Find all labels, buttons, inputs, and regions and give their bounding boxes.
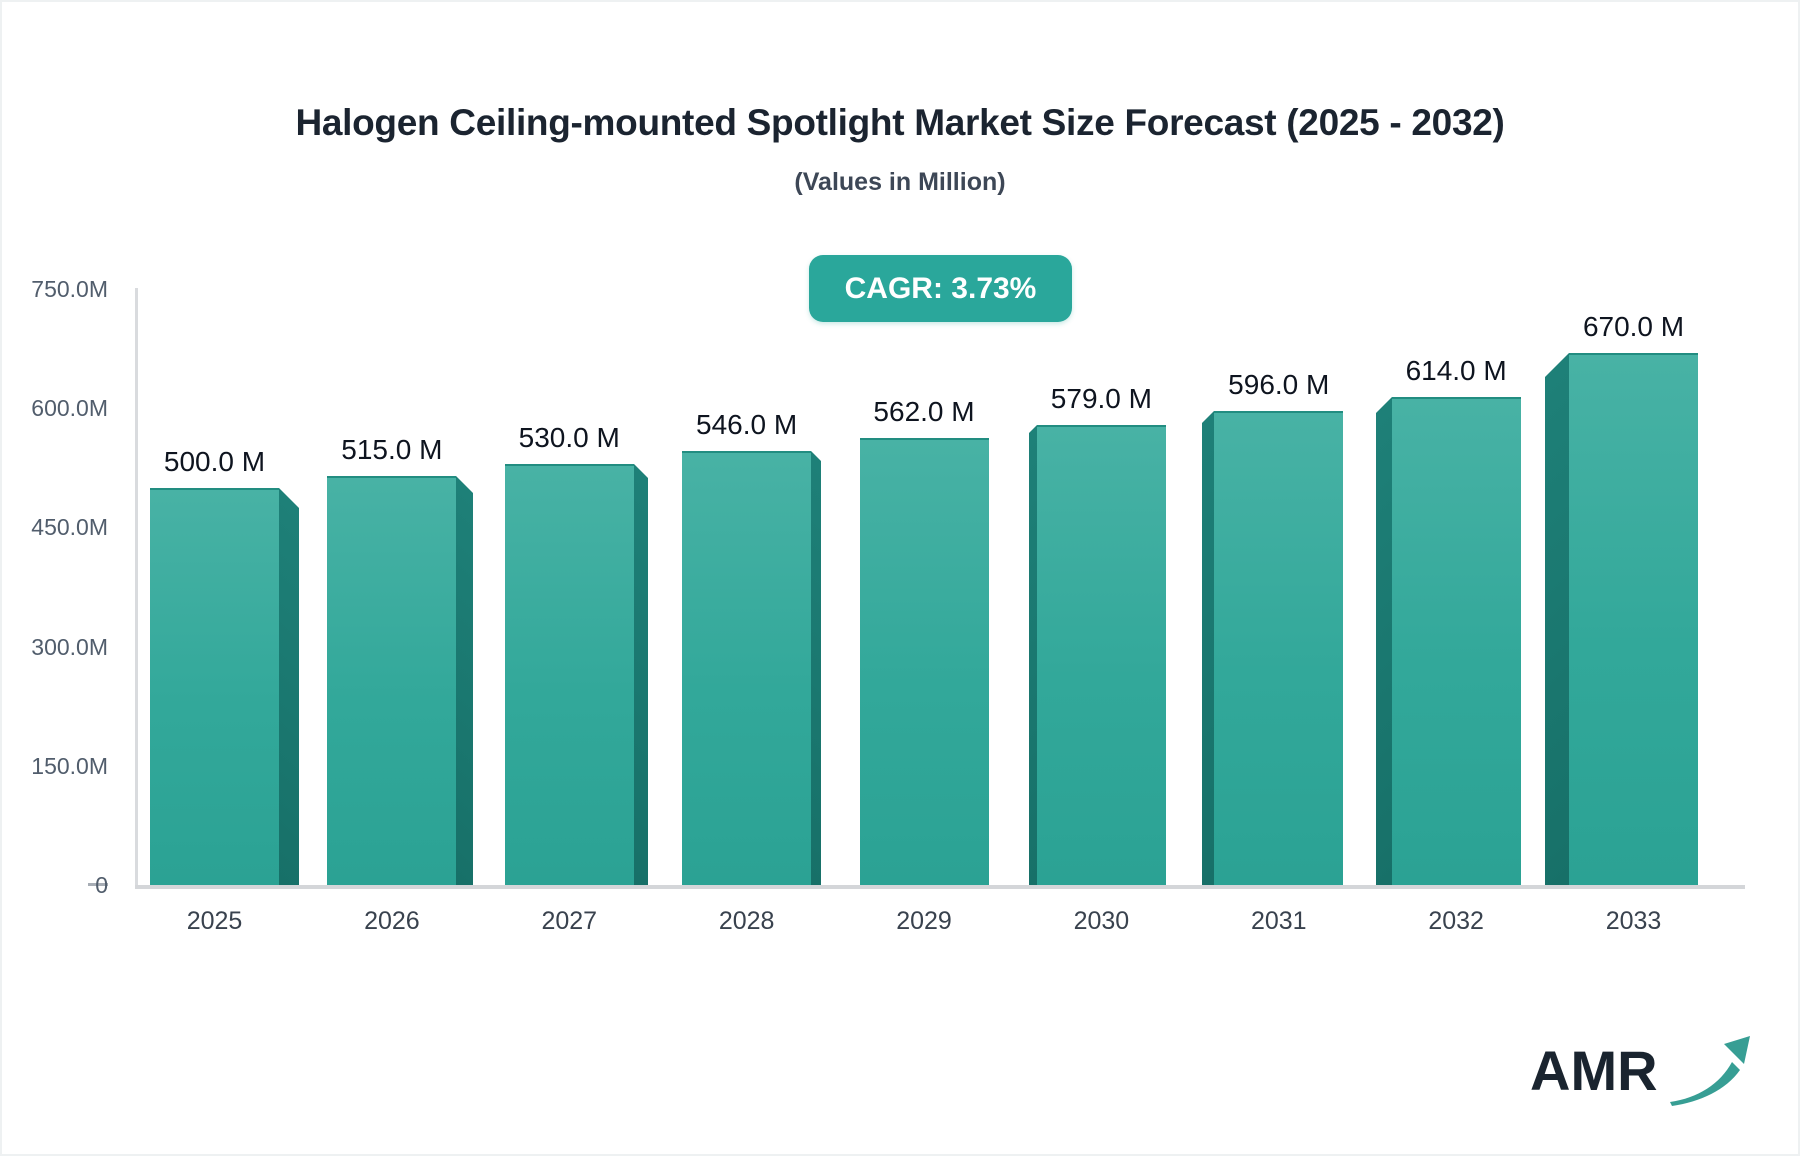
bar-value-label-2032: 614.0 M	[1405, 355, 1507, 387]
bar-2030	[1036, 424, 1166, 885]
x-axis-label-2028: 2028	[718, 907, 775, 935]
y-axis-label-600.0M: 600.0M	[31, 395, 108, 422]
bar-side-face-2027	[633, 463, 648, 885]
bar-side-face-2028	[811, 451, 822, 885]
bar-2027	[504, 463, 634, 885]
bar-side-face-2026	[456, 475, 474, 885]
bar-side-face-2031	[1202, 411, 1215, 885]
zero-tick-mark	[88, 883, 108, 886]
cagr-badge: CAGR: 3.73%	[808, 255, 1073, 322]
x-axis-label-2026: 2026	[364, 907, 420, 935]
bar-2026	[327, 475, 457, 885]
x-axis-label-2033: 2033	[1605, 907, 1662, 935]
bar-value-label-2030: 579.0 M	[1050, 382, 1152, 414]
y-axis-label-450.0M: 450.0M	[31, 514, 108, 541]
bar-2025	[150, 487, 279, 885]
bar-side-face-2025	[279, 487, 299, 885]
cagr-badge-row: CAGR: 3.73%	[136, 255, 1745, 322]
bar-2033	[1569, 352, 1699, 885]
bar-2029	[859, 438, 989, 885]
x-axis-label-2031: 2031	[1250, 907, 1307, 935]
bar-value-label-2031: 596.0 M	[1228, 369, 1330, 401]
bar-side-face-2030	[1028, 424, 1037, 885]
y-axis-line	[135, 288, 138, 889]
growth-arrow-icon	[1670, 1036, 1750, 1106]
bar-side-face-2033	[1545, 352, 1570, 885]
x-axis-label-2032: 2032	[1428, 907, 1484, 935]
y-axis-label-150.0M: 150.0M	[31, 752, 108, 779]
y-axis-label-300.0M: 300.0M	[31, 633, 108, 660]
bar-side-face-2032	[1375, 397, 1392, 885]
bar-2032	[1391, 397, 1521, 885]
bar-2031	[1214, 411, 1344, 885]
bar-value-label-2025: 500.0 M	[163, 445, 266, 477]
chart-subtitle: (Values in Million)	[794, 168, 1006, 196]
bar-value-label-2028: 546.0 M	[696, 409, 798, 441]
bar-value-label-2027: 530.0 M	[518, 421, 620, 453]
x-axis-baseline	[135, 885, 1745, 889]
x-axis-label-2025: 2025	[186, 907, 243, 935]
plot-area	[2, 2, 1798, 885]
bar-value-label-2033: 670.0 M	[1582, 310, 1685, 342]
bar-value-label-2026: 515.0 M	[341, 433, 443, 465]
chart-title: Halogen Ceiling-mounted Spotlight Market…	[295, 102, 1505, 143]
y-axis-label-750.0M: 750.0M	[31, 276, 108, 302]
x-axis-label-2029: 2029	[896, 907, 952, 935]
bar-value-label-2029: 562.0 M	[873, 396, 975, 428]
amr-logo: AMR	[1530, 1036, 1750, 1118]
bar-2028	[682, 451, 812, 885]
x-axis-label-2027: 2027	[541, 907, 598, 935]
amr-logo-text: AMR	[1530, 1039, 1658, 1102]
x-axis-label-2030: 2030	[1073, 907, 1130, 935]
y-axis-label-0: 0	[95, 872, 108, 898]
